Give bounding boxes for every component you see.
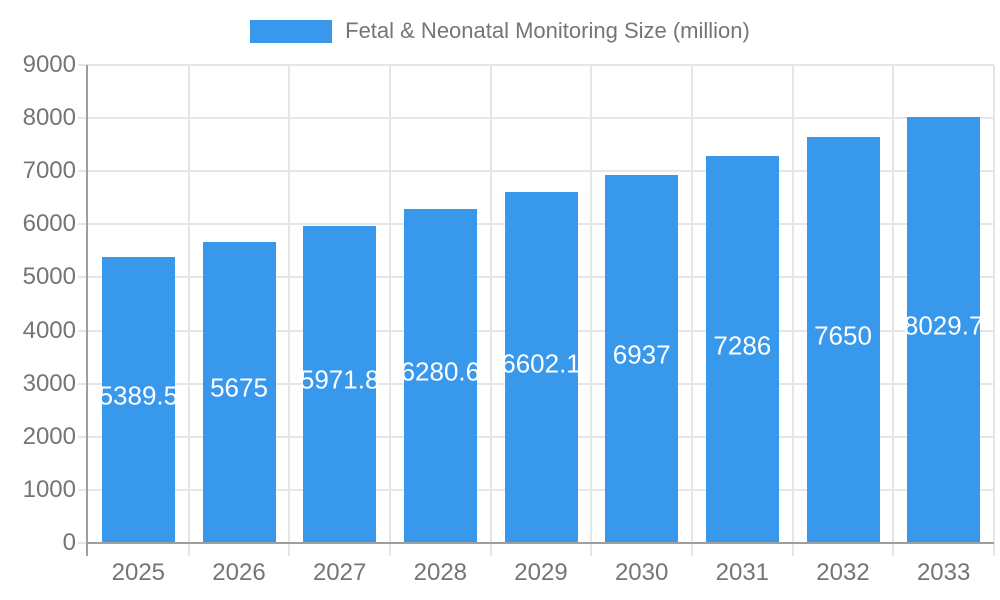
- y-axis-tick-label: 1000: [22, 475, 76, 503]
- x-axis-line: [86, 542, 994, 544]
- x-axis-tick-label: 2033: [916, 559, 971, 586]
- legend-swatch-icon: [250, 19, 333, 43]
- bar[interactable]: 8029.7: [904, 116, 983, 543]
- bar[interactable]: 7650: [806, 136, 880, 543]
- x-gridline: [590, 65, 593, 556]
- bar-value-label: 6937: [612, 339, 671, 370]
- y-axis-tick-label: 0: [62, 529, 76, 556]
- y-axis-tick-label: 5000: [22, 263, 76, 291]
- x-axis-tick-label: 2031: [715, 559, 770, 586]
- chart-legend[interactable]: Fetal & Neonatal Monitoring Size (millio…: [0, 18, 1000, 44]
- x-axis-tick-label: 2029: [514, 559, 568, 586]
- y-axis-tick-label: 3000: [22, 369, 76, 397]
- x-gridline: [389, 65, 391, 556]
- y-gridline: [78, 117, 994, 120]
- y-axis-tick-label: 6000: [22, 210, 76, 238]
- bar[interactable]: 5675: [202, 241, 276, 543]
- bar-value-label: 7650: [814, 320, 872, 351]
- y-axis-tick-label: 2000: [22, 422, 76, 450]
- bar[interactable]: 6937: [605, 174, 679, 543]
- bar-value-label: 6280.6: [400, 356, 481, 387]
- bar[interactable]: 5971.8: [300, 225, 379, 543]
- y-axis-tick-label: 8000: [22, 104, 76, 132]
- bar-value-label: 5389.5: [98, 380, 179, 411]
- bar[interactable]: 6280.6: [401, 209, 480, 543]
- y-axis-line: [86, 65, 88, 556]
- x-axis-tick-label: 2027: [312, 559, 367, 586]
- x-gridline: [993, 65, 995, 556]
- bar[interactable]: 5389.5: [99, 256, 178, 543]
- bar[interactable]: 6602.1: [501, 192, 581, 543]
- x-axis-tick-label: 2032: [816, 559, 870, 586]
- bar-value-label: 5675: [210, 372, 268, 403]
- bar-value-label: 8029.7: [903, 310, 984, 341]
- x-gridline: [691, 65, 693, 556]
- bar[interactable]: 7286: [705, 156, 779, 543]
- legend-label: Fetal & Neonatal Monitoring Size (millio…: [345, 18, 750, 43]
- y-axis-tick-label: 7000: [22, 157, 76, 185]
- bar-value-label: 5971.8: [299, 364, 380, 395]
- x-gridline: [791, 65, 794, 556]
- x-axis-tick-label: 2026: [212, 559, 266, 586]
- x-axis-tick-label: 2030: [614, 559, 669, 586]
- x-gridline: [288, 65, 291, 556]
- y-axis-tick-label: 9000: [22, 51, 76, 78]
- bar-value-label: 6602.1: [501, 348, 581, 379]
- x-gridline: [892, 65, 895, 556]
- y-axis-tick-label: 4000: [22, 316, 76, 344]
- x-gridline: [187, 65, 190, 556]
- x-gridline: [489, 65, 492, 556]
- x-axis-tick-label: 2025: [111, 559, 166, 586]
- y-gridline: [78, 64, 994, 66]
- y-gridline: [78, 170, 994, 173]
- bar-value-label: 7286: [713, 330, 772, 360]
- x-axis-tick-label: 2028: [413, 559, 468, 586]
